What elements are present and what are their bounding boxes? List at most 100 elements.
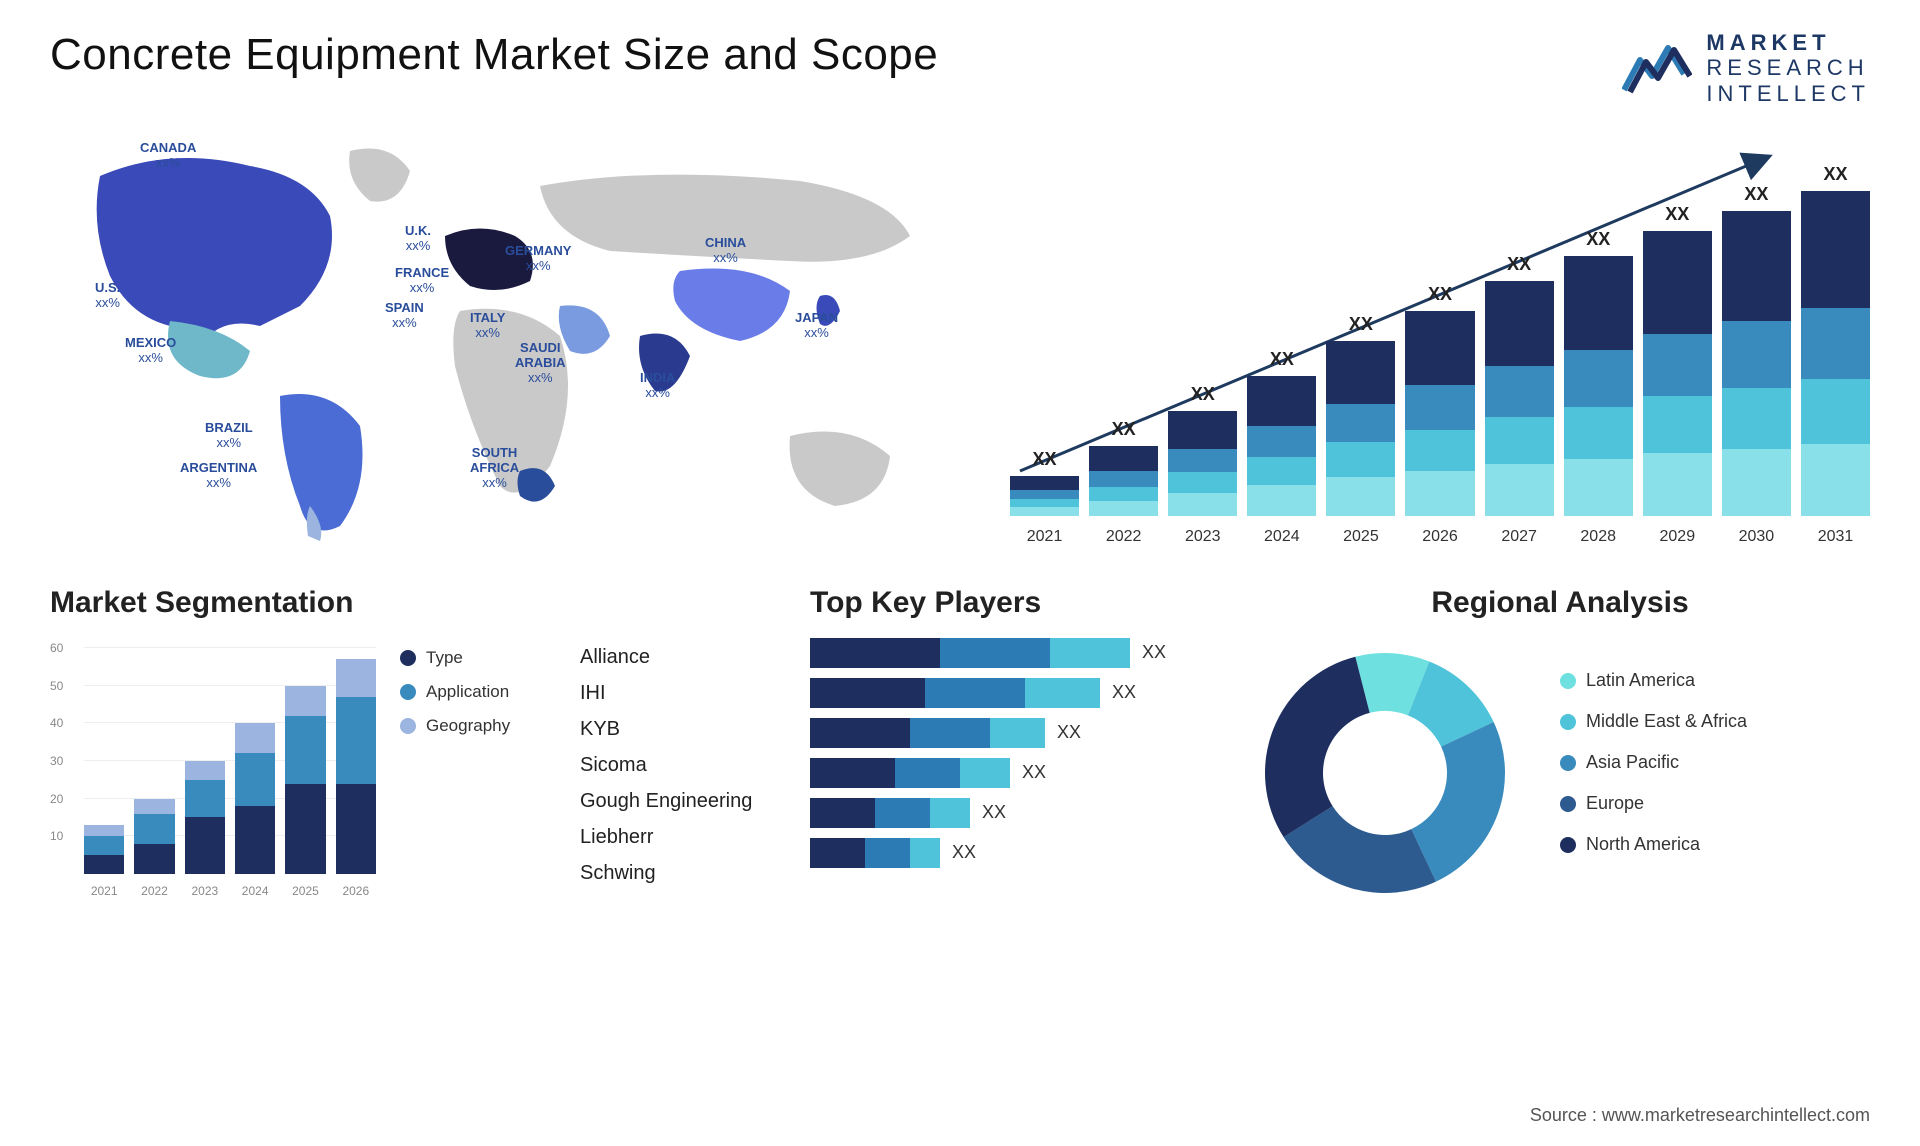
growth-x-label: 2024	[1247, 528, 1316, 546]
growth-bar-label: XX	[1586, 229, 1610, 250]
players-panel: Alliance IHI KYB Sicoma Gough Engineering Lie…	[580, 586, 1220, 908]
player-list-item: KYB	[580, 718, 790, 741]
growth-x-label: 2029	[1643, 528, 1712, 546]
map-label: CHINAxx%	[705, 236, 746, 266]
player-list-item: Sicoma	[580, 754, 790, 777]
player-bar-value: XX	[1057, 722, 1081, 743]
players-chart: XX XX XX XX XX XX	[810, 638, 1220, 868]
legend-item: Type	[400, 648, 550, 668]
growth-bar: XX	[1643, 204, 1712, 516]
seg-bar	[185, 761, 225, 874]
growth-bar-chart: XXXXXXXXXXXXXXXXXXXXXX 20212022202320242…	[1010, 126, 1870, 546]
logo-text-1: MARKET	[1706, 30, 1870, 55]
map-label: SAUDIARABIAxx%	[515, 341, 566, 386]
seg-x-label: 2024	[235, 884, 275, 898]
player-bar-row: XX	[810, 838, 1220, 868]
player-bar-row: XX	[810, 798, 1220, 828]
player-bar-row: XX	[810, 638, 1220, 668]
map-label: FRANCExx%	[395, 266, 449, 296]
legend-item: Application	[400, 682, 550, 702]
regional-title: Regional Analysis	[1250, 586, 1870, 620]
player-list-item: Gough Engineering	[580, 790, 790, 813]
map-label: INDIAxx%	[640, 371, 675, 401]
seg-bar	[336, 659, 376, 874]
growth-bar: XX	[1168, 384, 1237, 516]
donut-slice	[1265, 657, 1370, 837]
seg-x-label: 2022	[134, 884, 174, 898]
players-list: Alliance IHI KYB Sicoma Gough Engineering Lie…	[580, 586, 790, 908]
legend-item: Asia Pacific	[1560, 752, 1870, 773]
seg-bar	[134, 799, 174, 874]
seg-bar	[285, 686, 325, 874]
map-label: SOUTHAFRICAxx%	[470, 446, 519, 491]
growth-x-label: 2023	[1168, 528, 1237, 546]
regional-legend: Latin AmericaMiddle East & AfricaAsia Pa…	[1560, 670, 1870, 875]
growth-x-label: 2021	[1010, 528, 1079, 546]
segmentation-panel: Market Segmentation 102030405060 2021202…	[50, 586, 550, 908]
growth-bar: XX	[1247, 349, 1316, 516]
map-label: CANADAxx%	[140, 141, 196, 171]
seg-x-label: 2023	[185, 884, 225, 898]
logo-icon	[1622, 40, 1692, 96]
legend-item: Europe	[1560, 793, 1870, 814]
growth-bar-label: XX	[1665, 204, 1689, 225]
map-label: MEXICOxx%	[125, 336, 176, 366]
world-map: CANADAxx%U.S.xx%MEXICOxx%BRAZILxx%ARGENT…	[50, 126, 950, 546]
map-label: JAPANxx%	[795, 311, 838, 341]
growth-x-label: 2030	[1722, 528, 1791, 546]
map-label: GERMANYxx%	[505, 244, 571, 274]
growth-bar-label: XX	[1744, 184, 1768, 205]
growth-x-label: 2022	[1089, 528, 1158, 546]
growth-x-label: 2027	[1485, 528, 1554, 546]
growth-bar: XX	[1089, 419, 1158, 516]
growth-bar-label: XX	[1112, 419, 1136, 440]
seg-x-label: 2021	[84, 884, 124, 898]
growth-x-label: 2028	[1564, 528, 1633, 546]
player-bar-value: XX	[1112, 682, 1136, 703]
seg-bar	[235, 723, 275, 874]
regional-donut	[1250, 638, 1520, 908]
growth-bar: XX	[1405, 284, 1474, 516]
map-label: ARGENTINAxx%	[180, 461, 257, 491]
page-title: Concrete Equipment Market Size and Scope	[50, 30, 938, 80]
donut-slice	[1411, 722, 1505, 882]
map-label: SPAINxx%	[385, 301, 424, 331]
player-bar-row: XX	[810, 758, 1220, 788]
source-attribution: Source : www.marketresearchintellect.com	[1530, 1105, 1870, 1126]
seg-ytick: 50	[50, 679, 63, 693]
growth-bar-label: XX	[1507, 254, 1531, 275]
player-list-item: Alliance	[580, 646, 790, 669]
map-label: U.K.xx%	[405, 224, 431, 254]
growth-bar-label: XX	[1191, 384, 1215, 405]
player-list-item: Schwing	[580, 862, 790, 885]
player-bar-value: XX	[952, 842, 976, 863]
seg-ytick: 30	[50, 754, 63, 768]
player-list-item: IHI	[580, 682, 790, 705]
seg-ytick: 60	[50, 641, 63, 655]
growth-bar: XX	[1326, 314, 1395, 516]
seg-ytick: 20	[50, 792, 63, 806]
growth-bar-label: XX	[1270, 349, 1294, 370]
segmentation-chart: 102030405060 202120222023202420252026	[50, 638, 376, 898]
growth-x-label: 2026	[1405, 528, 1474, 546]
growth-x-label: 2031	[1801, 528, 1870, 546]
brand-logo: MARKET RESEARCH INTELLECT	[1622, 30, 1870, 106]
segmentation-legend: Type Application Geography	[400, 638, 550, 898]
player-list-item: Liebherr	[580, 826, 790, 849]
legend-item: Latin America	[1560, 670, 1870, 691]
growth-x-label: 2025	[1326, 528, 1395, 546]
growth-bar: XX	[1010, 449, 1079, 516]
map-label: U.S.xx%	[95, 281, 120, 311]
regional-panel: Regional Analysis Latin AmericaMiddle Ea…	[1250, 586, 1870, 908]
player-bar-value: XX	[1142, 642, 1166, 663]
growth-bar: XX	[1485, 254, 1554, 516]
seg-x-label: 2025	[285, 884, 325, 898]
growth-bar-label: XX	[1033, 449, 1057, 470]
growth-bar: XX	[1722, 184, 1791, 516]
player-bar-value: XX	[1022, 762, 1046, 783]
seg-x-label: 2026	[336, 884, 376, 898]
legend-item: Geography	[400, 716, 550, 736]
logo-text-3: INTELLECT	[1706, 81, 1870, 106]
growth-bar-label: XX	[1349, 314, 1373, 335]
header: Concrete Equipment Market Size and Scope…	[50, 30, 1870, 106]
